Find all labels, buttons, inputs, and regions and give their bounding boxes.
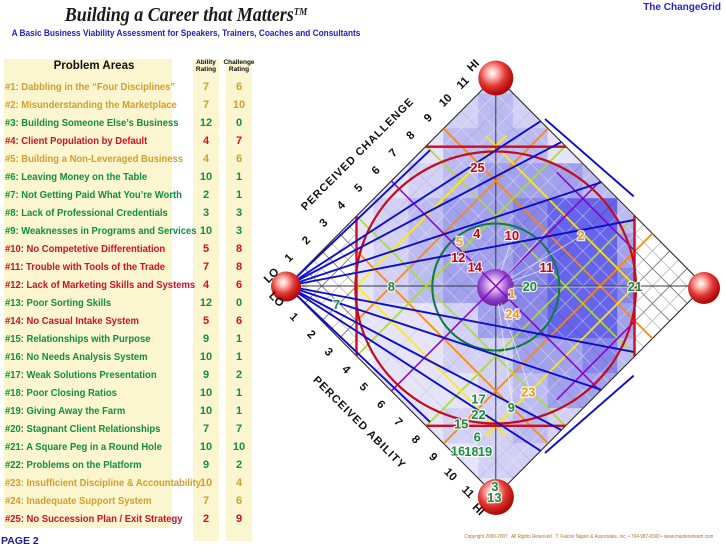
svg-text:13: 13 <box>487 490 501 505</box>
svg-text:19: 19 <box>478 444 492 459</box>
svg-text:7: 7 <box>391 416 404 429</box>
svg-text:1: 1 <box>287 311 300 324</box>
svg-text:9: 9 <box>508 400 515 415</box>
svg-text:1: 1 <box>508 286 515 301</box>
svg-text:7: 7 <box>333 297 340 312</box>
svg-text:21: 21 <box>628 279 642 294</box>
svg-text:3: 3 <box>318 217 331 230</box>
svg-text:23: 23 <box>521 385 535 400</box>
svg-text:1: 1 <box>283 251 296 264</box>
svg-text:5: 5 <box>456 234 463 249</box>
svg-text:8: 8 <box>388 279 395 294</box>
svg-text:10: 10 <box>437 92 455 110</box>
svg-text:18: 18 <box>464 444 478 459</box>
svg-text:6: 6 <box>374 398 387 411</box>
svg-text:12: 12 <box>451 250 465 265</box>
svg-text:8: 8 <box>405 129 418 142</box>
svg-text:24: 24 <box>505 307 520 322</box>
svg-text:17: 17 <box>471 392 485 407</box>
svg-text:10: 10 <box>505 228 519 243</box>
svg-text:3: 3 <box>491 479 498 494</box>
svg-text:3: 3 <box>322 346 335 359</box>
svg-text:6: 6 <box>474 430 481 445</box>
svg-text:4: 4 <box>473 226 481 241</box>
svg-text:8: 8 <box>409 433 422 446</box>
svg-text:4: 4 <box>335 199 348 212</box>
svg-text:14: 14 <box>468 260 483 275</box>
svg-text:20: 20 <box>523 279 537 294</box>
svg-text:25: 25 <box>470 160 484 175</box>
svg-text:10: 10 <box>441 466 459 484</box>
svg-text:2: 2 <box>300 234 313 247</box>
svg-text:9: 9 <box>426 451 439 464</box>
svg-text:2: 2 <box>577 228 584 243</box>
svg-text:7: 7 <box>387 147 400 160</box>
svg-text:5: 5 <box>352 181 365 194</box>
svg-text:6: 6 <box>370 164 383 177</box>
svg-text:11: 11 <box>455 74 473 92</box>
svg-text:11: 11 <box>540 260 554 275</box>
svg-text:2: 2 <box>304 328 317 341</box>
svg-text:15: 15 <box>454 417 468 432</box>
svg-text:11: 11 <box>459 484 477 502</box>
svg-text:16: 16 <box>451 444 465 459</box>
svg-text:4: 4 <box>339 363 352 376</box>
svg-text:9: 9 <box>422 112 435 125</box>
svg-text:22: 22 <box>471 407 485 422</box>
svg-text:5: 5 <box>357 381 370 394</box>
